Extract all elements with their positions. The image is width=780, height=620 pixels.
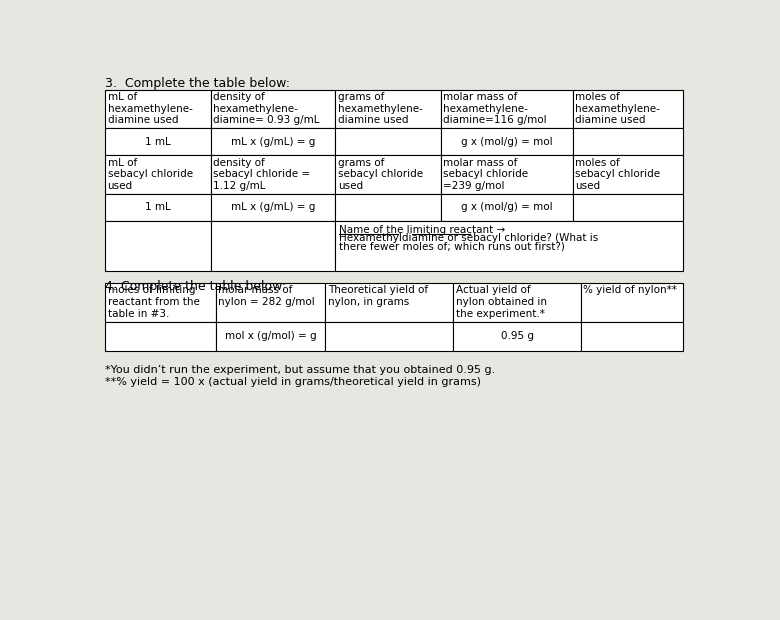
Bar [573,155,682,193]
Bar [211,128,335,155]
Bar [335,155,441,193]
Bar [441,90,573,128]
Bar [105,322,216,351]
Bar [105,283,216,322]
Bar [573,193,682,221]
Bar [573,128,682,155]
Text: Name of the limiting reactant →: Name of the limiting reactant → [339,224,505,234]
Text: molar mass of
sebacyl chloride
=239 g/mol: molar mass of sebacyl chloride =239 g/mo… [443,157,528,191]
Text: 3.  Complete the table below:: 3. Complete the table below: [105,77,290,90]
Bar [211,90,335,128]
Text: 1 mL: 1 mL [145,137,171,147]
Bar [573,90,682,128]
Text: mol x (g/mol) = g: mol x (g/mol) = g [225,331,317,341]
Bar [211,193,335,221]
Bar [335,90,441,128]
Bar [453,283,581,322]
Text: moles of
hexamethylene-
diamine used: moles of hexamethylene- diamine used [575,92,660,125]
Bar [335,128,441,155]
Text: % yield of nylon**: % yield of nylon** [583,285,677,295]
Text: **% yield = 100 x (actual yield in grams/theoretical yield in grams): **% yield = 100 x (actual yield in grams… [105,377,481,387]
Bar [105,155,211,193]
Bar [581,322,682,351]
Text: molar mass of
nylon = 282 g/mol: molar mass of nylon = 282 g/mol [218,285,315,307]
Bar [216,283,325,322]
Bar [325,283,453,322]
Text: 1 mL: 1 mL [145,202,171,212]
Text: *You didn’t run the experiment, but assume that you obtained 0.95 g.: *You didn’t run the experiment, but assu… [105,365,495,374]
Text: grams of
hexamethylene-
diamine used: grams of hexamethylene- diamine used [338,92,423,125]
Text: moles of
sebacyl chloride
used: moles of sebacyl chloride used [575,157,660,191]
Text: molar mass of
hexamethylene-
diamine=116 g/mol: molar mass of hexamethylene- diamine=116… [443,92,547,125]
Bar [105,90,211,128]
Text: g x (mol/g) = mol: g x (mol/g) = mol [461,137,552,147]
Bar [441,193,573,221]
Text: Theoretical yield of
nylon, in grams: Theoretical yield of nylon, in grams [328,285,427,307]
Bar [335,193,441,221]
Text: mL x (g/mL) = g: mL x (g/mL) = g [231,202,315,212]
Bar [211,221,335,271]
Bar [441,128,573,155]
Text: density of
hexamethylene-
diamine= 0.93 g/mL: density of hexamethylene- diamine= 0.93 … [213,92,320,125]
Text: grams of
sebacyl chloride
used: grams of sebacyl chloride used [338,157,423,191]
Text: Hexamethyldiamine or sebacyl chloride? (What is: Hexamethyldiamine or sebacyl chloride? (… [339,233,598,243]
Text: mL of
sebacyl chloride
used: mL of sebacyl chloride used [108,157,193,191]
Text: 4. Complete the table below:: 4. Complete the table below: [105,280,286,293]
Text: g x (mol/g) = mol: g x (mol/g) = mol [461,202,552,212]
Text: 0.95 g: 0.95 g [501,331,534,341]
Bar [453,322,581,351]
Text: Actual yield of
nylon obtained in
the experiment.*: Actual yield of nylon obtained in the ex… [456,285,547,319]
Bar [325,322,453,351]
Bar [105,128,211,155]
Bar [105,221,211,271]
Text: mL x (g/mL) = g: mL x (g/mL) = g [231,137,315,147]
Bar [105,193,211,221]
Bar [211,155,335,193]
Text: mL of
hexamethylene-
diamine used: mL of hexamethylene- diamine used [108,92,193,125]
Bar [335,221,682,271]
Bar [581,283,682,322]
Text: moles of limiting
reactant from the
table in #3.: moles of limiting reactant from the tabl… [108,285,200,319]
Bar [441,155,573,193]
Bar [216,322,325,351]
Text: there fewer moles of; which runs out first?): there fewer moles of; which runs out fir… [339,241,566,251]
Text: density of
sebacyl chloride =
1.12 g/mL: density of sebacyl chloride = 1.12 g/mL [213,157,310,191]
